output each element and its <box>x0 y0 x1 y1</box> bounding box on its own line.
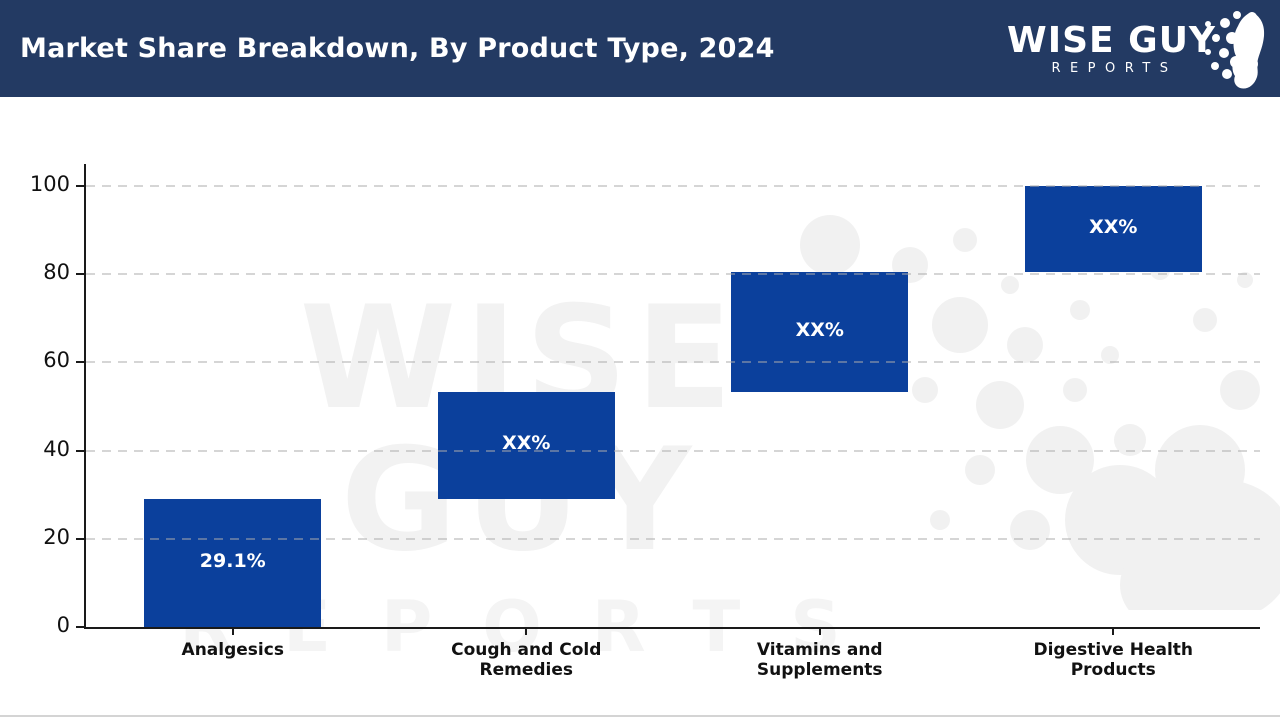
y-tick-label: 20 <box>43 524 70 549</box>
x-category-label: Digestive Health Products <box>1033 640 1194 681</box>
x-tick <box>818 627 821 635</box>
x-category-label: Analgesics <box>181 640 284 660</box>
bar-value-label: XX% <box>1089 215 1138 238</box>
bar-segment <box>144 498 322 627</box>
y-tick-label: 60 <box>43 348 70 373</box>
y-tick <box>76 449 84 452</box>
gridline <box>86 361 1260 364</box>
x-category-label: Vitamins and Supplements <box>756 640 883 681</box>
x-tick <box>231 627 234 635</box>
bar-value-label: 29.1% <box>199 549 266 572</box>
logo-text: WISE GUY REPORTS <box>1006 19 1216 77</box>
bottom-divider <box>0 715 1280 717</box>
gridline <box>86 537 1260 540</box>
logo-brand-text: WISE GUY <box>1006 19 1216 61</box>
gridline <box>86 185 1260 187</box>
bar-value-label: XX% <box>795 318 844 341</box>
logo-sub-text: REPORTS <box>1051 61 1178 77</box>
y-tick-label: 80 <box>43 260 70 285</box>
page-title: Market Share Breakdown, By Product Type,… <box>20 33 775 64</box>
y-tick <box>76 185 84 187</box>
y-tick <box>76 273 84 276</box>
y-tick <box>76 361 84 364</box>
y-axis-line <box>84 164 86 629</box>
bar-segment <box>1024 186 1202 272</box>
header: Market Share Breakdown, By Product Type,… <box>0 0 1280 97</box>
x-tick <box>525 627 528 635</box>
gridline <box>86 273 1260 276</box>
y-tick <box>76 537 84 540</box>
bar-segment <box>437 391 615 499</box>
x-tick <box>1112 627 1115 635</box>
y-tick-label: 40 <box>43 436 70 461</box>
x-axis-line <box>84 627 1260 629</box>
y-tick-label: 0 <box>56 613 70 637</box>
wiseguy-face-icon <box>1205 11 1265 89</box>
x-category-label: Cough and Cold Remedies <box>451 640 602 681</box>
bar-value-label: XX% <box>502 432 551 455</box>
y-tick-label: 100 <box>29 172 70 196</box>
gridline <box>86 449 1260 452</box>
y-tick <box>76 626 84 628</box>
wiseguy-logo: WISE GUY REPORTS <box>1007 6 1266 92</box>
